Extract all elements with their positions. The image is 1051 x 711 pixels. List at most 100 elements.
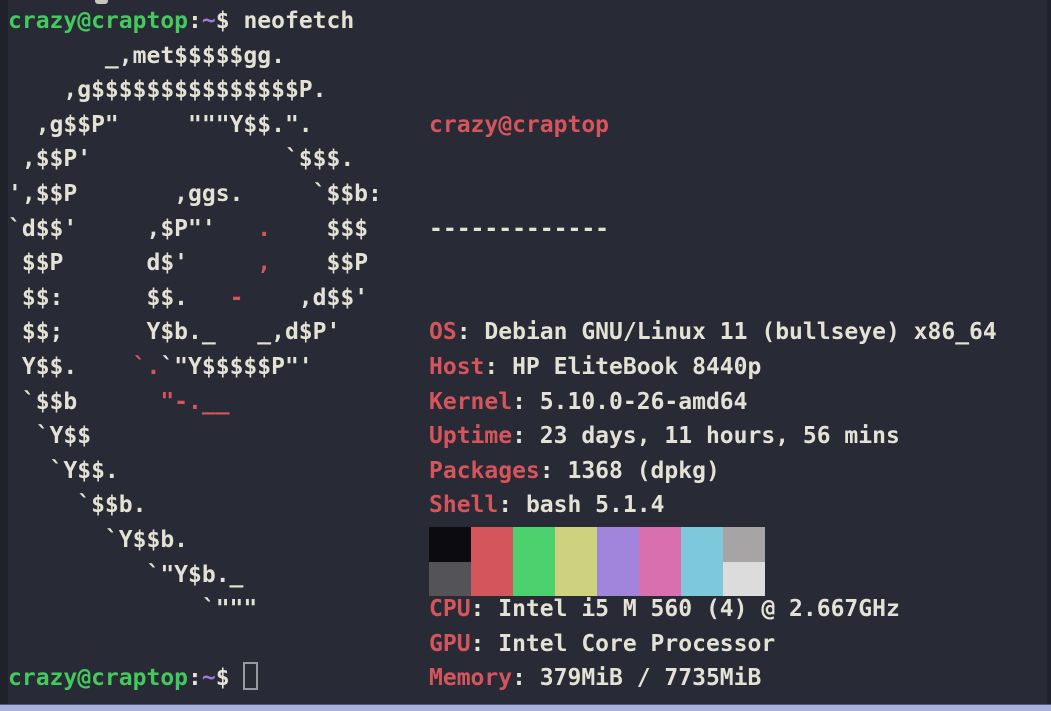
palette-swatch — [723, 561, 765, 597]
palette-swatch — [471, 561, 513, 597]
ascii-art-segment: ,$$P' `$$$. — [8, 146, 355, 173]
ascii-art-segment: `""" — [8, 596, 258, 623]
ascii-art-segment: `Y$$ — [8, 423, 92, 450]
info-label: Memory — [429, 665, 513, 692]
ascii-art-segment: `. — [132, 353, 161, 380]
command-text: neofetch — [243, 8, 355, 34]
palette-swatch — [681, 561, 723, 597]
info-value: : 23 days, 11 hours, 56 mins — [512, 423, 900, 450]
info-line: Host: HP EliteBook 8440p — [429, 350, 997, 385]
info-line: CPU: Intel i5 M 560 (4) @ 2.667GHz — [429, 592, 997, 627]
info-value: : 1368 (dpkg) — [539, 457, 720, 484]
info-value: : Debian GNU/Linux 11 (bullseye) x86_64 — [456, 319, 997, 346]
info-label: OS — [429, 319, 457, 346]
palette-swatch — [555, 527, 597, 562]
info-line: Uptime: 23 days, 11 hours, 56 mins — [429, 419, 997, 454]
info-label: Kernel — [429, 388, 513, 415]
prompt-user-host: crazy@craptop — [8, 8, 189, 34]
prompt-symbol: $ — [215, 665, 230, 691]
ascii-art-segment: `$$b. — [8, 492, 147, 519]
info-value: : HP EliteBook 8440p — [484, 353, 762, 380]
palette-swatch — [681, 527, 723, 562]
info-label: Shell — [429, 492, 499, 519]
info-label: CPU — [429, 596, 471, 623]
ascii-art-segment: ',$$P ,ggs. `$$b: — [8, 180, 382, 207]
ascii-art-line: `$$b "-.__ — [8, 385, 382, 420]
ascii-art-segment: ,g$$$$$$$$$$$$$$$P. — [8, 77, 327, 104]
ascii-art-line: `$$b. — [8, 488, 382, 523]
ascii-art-line: ,$$P' `$$$. — [8, 142, 382, 177]
prompt-path: ~ — [201, 665, 216, 691]
terminal-color-palette — [429, 527, 765, 597]
info-value: : 5.10.0-26-amd64 — [512, 388, 748, 415]
ascii-art-segment: - — [229, 284, 244, 311]
ascii-art-segment: _,met$$$$$gg. — [8, 42, 285, 69]
ascii-art-segment: . — [257, 215, 272, 242]
ascii-art-segment: `Y$$. — [8, 457, 119, 484]
palette-swatch — [429, 561, 471, 597]
info-line: OS: Debian GNU/Linux 11 (bullseye) x86_6… — [429, 315, 997, 350]
ascii-art-line: Y$$. `.`"Y$$$$$P"' — [8, 350, 382, 385]
prompt-line-bottom: crazy@craptop:~$ — [8, 661, 259, 696]
ascii-art-line: `d$$' ,$P"' . $$$ — [8, 212, 382, 247]
ascii-art-line: $$: $$. - ,d$$' — [8, 281, 382, 316]
info-value: : 379MiB / 7735MiB — [512, 665, 762, 692]
prompt-line-top: crazy@craptop:~$ neofetch — [8, 4, 354, 39]
ascii-art-line: `Y$$b. — [8, 523, 382, 558]
window-right-edge — [1047, 0, 1051, 711]
palette-swatch — [639, 527, 681, 562]
ascii-art-segment: `Y$$b. — [8, 526, 189, 553]
palette-swatch — [723, 527, 765, 562]
palette-swatch — [471, 527, 513, 562]
ascii-art-segment: Y$$. — [8, 353, 133, 380]
prompt-user-host: crazy@craptop — [8, 665, 189, 691]
palette-swatch — [639, 561, 681, 597]
prompt-symbol: $ — [215, 8, 230, 34]
palette-swatch — [597, 527, 639, 562]
info-value: : Intel i5 M 560 (4) @ 2.667GHz — [470, 596, 900, 623]
palette-row — [429, 561, 765, 597]
prompt-path: ~ — [201, 8, 216, 34]
ascii-art-segment: `d$$' ,$P"' — [8, 215, 258, 242]
ascii-art-segment: "-.__ — [160, 388, 230, 415]
ascii-art-line: $$; Y$b._ _,d$P' — [8, 315, 382, 350]
ascii-art-line: ,g$$P" """Y$$.". — [8, 108, 382, 143]
ascii-art-line: ,g$$$$$$$$$$$$$$$P. — [8, 73, 382, 108]
ascii-art-segment: , — [257, 250, 272, 277]
ascii-art-segment: `$$b — [8, 388, 161, 415]
info-line: Shell: bash 5.1.4 — [429, 488, 997, 523]
ascii-art-segment: ,g$$P" """Y$$.". — [8, 111, 313, 138]
info-title-underline: ------------- — [429, 215, 610, 242]
palette-swatch — [597, 561, 639, 597]
palette-swatch — [555, 561, 597, 597]
info-label: Packages — [429, 457, 540, 484]
ascii-art-segment: $$$ — [271, 215, 369, 242]
ascii-art-line: `"Y$b._ — [8, 558, 382, 593]
palette-swatch — [513, 561, 555, 597]
ascii-art-segment: $$P d$' — [8, 250, 258, 277]
info-label: Host — [429, 353, 485, 380]
ascii-art-segment: ,d$$' — [243, 284, 369, 311]
ascii-art-line: ',$$P ,ggs. `$$b: — [8, 177, 382, 212]
info-value: : bash 5.1.4 — [498, 492, 665, 519]
info-label: Uptime — [429, 423, 513, 450]
ascii-art-segment: $$P — [271, 250, 369, 277]
ascii-art-segment: $$; Y$b._ _,d$P' — [8, 319, 341, 346]
ascii-art-segment: `"Y$$$$$P"' — [160, 353, 313, 380]
info-value: : Intel Core Processor — [470, 630, 776, 657]
terminal-cursor — [243, 662, 259, 690]
ascii-art-line: `Y$$ — [8, 419, 382, 454]
ascii-art-line: $$P d$' , $$P — [8, 246, 382, 281]
info-title-user-host: crazy@craptop — [429, 111, 610, 138]
palette-row — [429, 527, 765, 562]
prompt-separator: : — [188, 8, 202, 34]
info-label: GPU — [429, 630, 471, 657]
window-bottom-border — [0, 704, 1051, 711]
info-items: OS: Debian GNU/Linux 11 (bullseye) x86_6… — [429, 315, 997, 696]
clipped-previous-line-text — [95, 0, 108, 4]
ascii-art-debian-logo: _,met$$$$$gg. ,g$$$$$$$$$$$$$$$P. ,g$$P"… — [8, 39, 382, 627]
ascii-art-segment: $$: $$. — [8, 284, 230, 311]
info-line: Packages: 1368 (dpkg) — [429, 454, 997, 489]
ascii-art-segment: `"Y$b._ — [8, 561, 244, 588]
